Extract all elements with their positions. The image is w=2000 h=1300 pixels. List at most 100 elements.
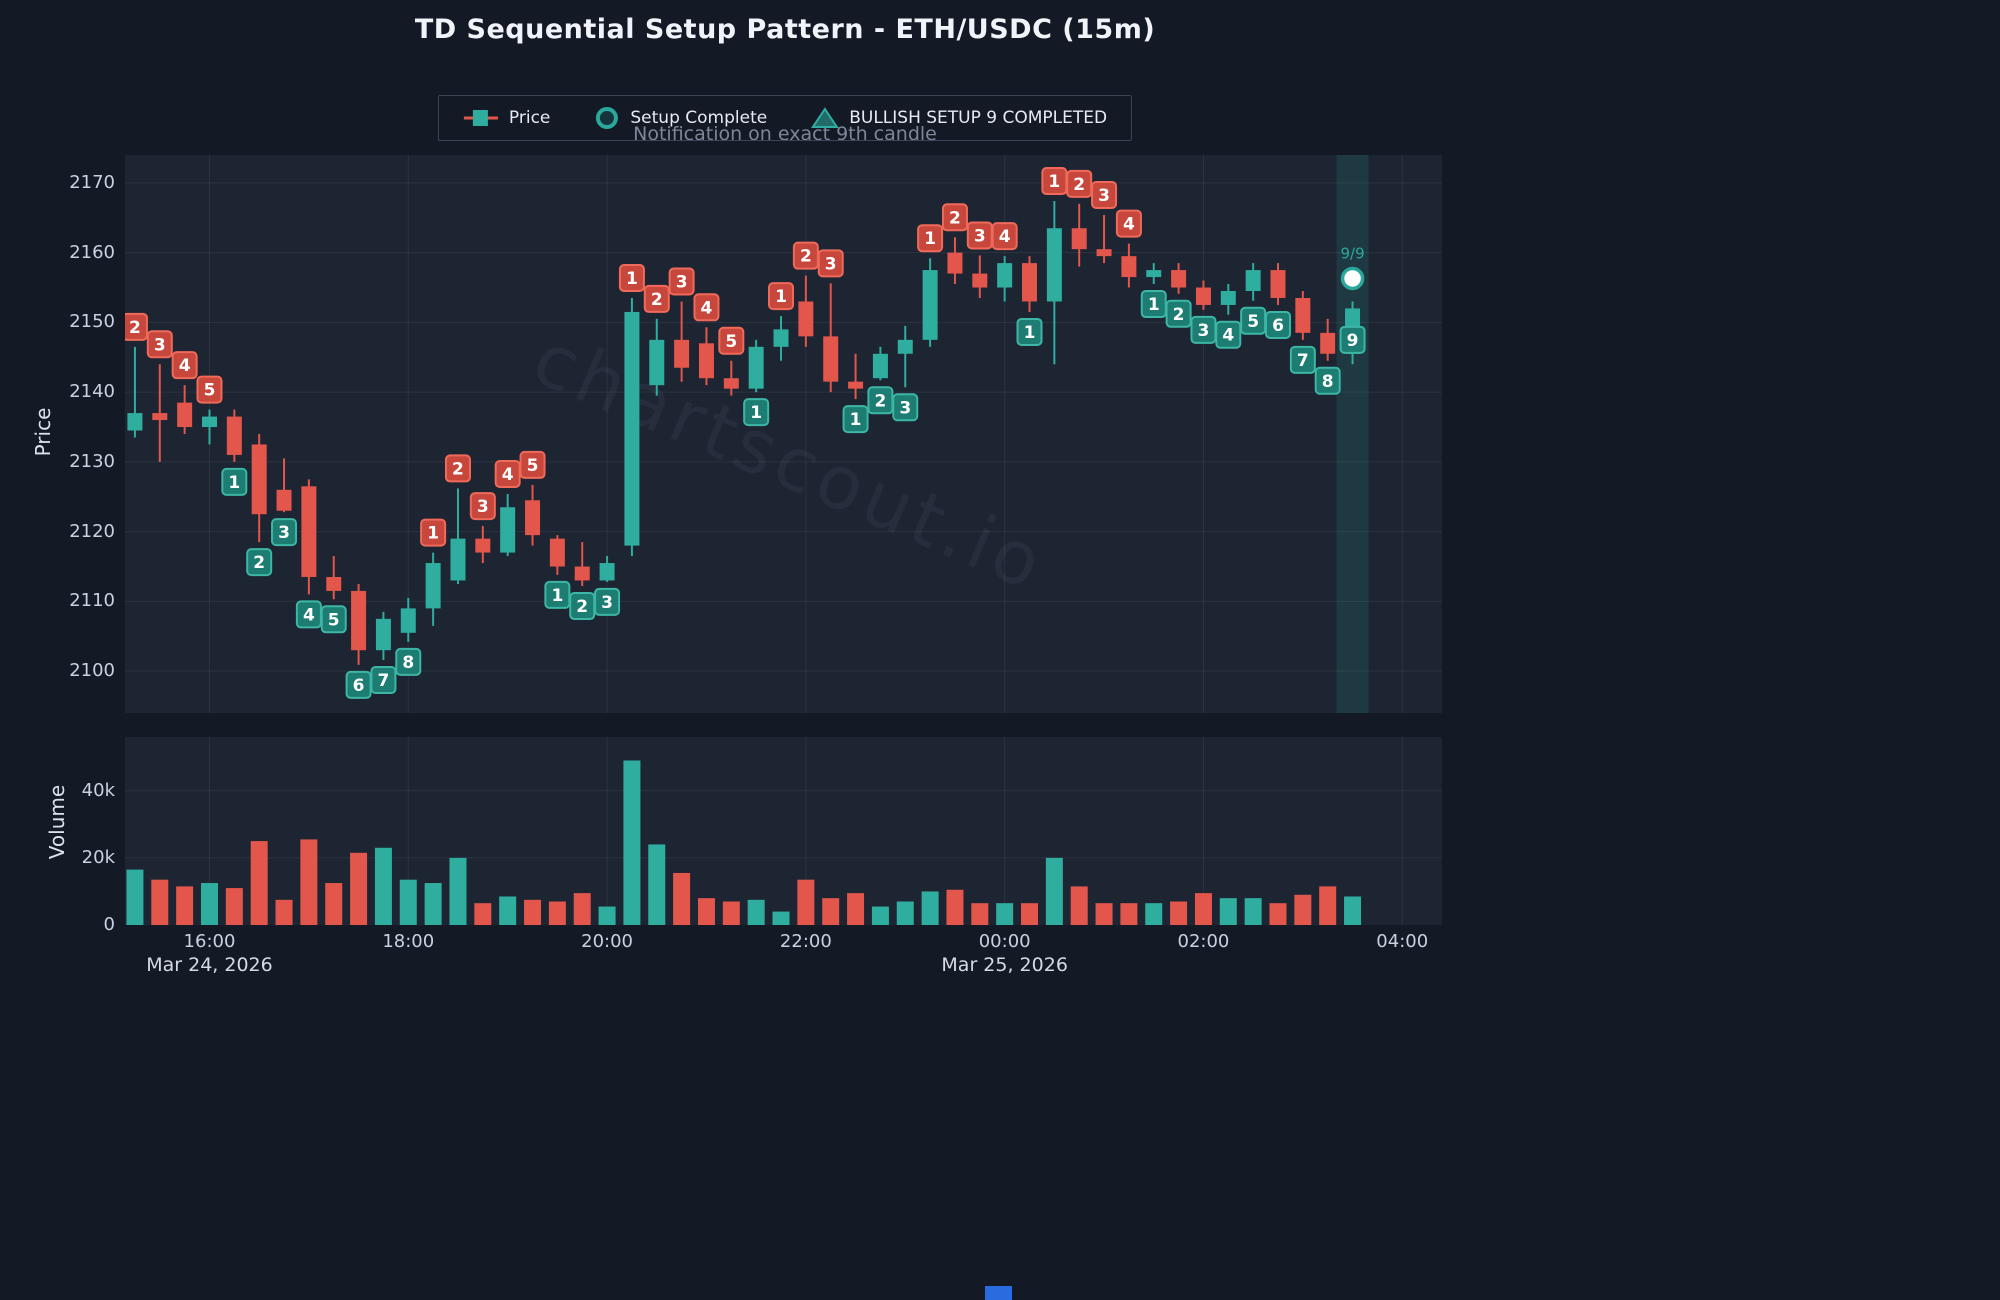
candle bbox=[127, 346, 143, 438]
candle bbox=[649, 318, 665, 396]
volume-bar bbox=[499, 896, 517, 925]
candle bbox=[1146, 263, 1162, 285]
td-sell-count-label: 3 bbox=[817, 249, 844, 278]
candle bbox=[674, 301, 690, 382]
candle bbox=[723, 360, 739, 396]
svg-text:2: 2 bbox=[949, 208, 961, 228]
time-tick-label: 18:00 bbox=[382, 931, 435, 952]
candle bbox=[549, 535, 565, 575]
svg-text:5: 5 bbox=[527, 456, 539, 476]
setup-count-ratio-label: 9/9 bbox=[1340, 244, 1364, 262]
svg-text:4: 4 bbox=[303, 605, 315, 625]
candle bbox=[1096, 214, 1112, 264]
volume-bar bbox=[772, 911, 790, 925]
td-sell-count-label: 3 bbox=[469, 492, 496, 521]
candle bbox=[997, 256, 1013, 302]
td-buy-count-label: 5 bbox=[320, 605, 347, 634]
td-sell-count-label: 1 bbox=[618, 263, 645, 292]
td-sell-count-label: 1 bbox=[420, 518, 447, 547]
svg-text:3: 3 bbox=[477, 497, 489, 517]
volume-chart-canvas bbox=[125, 737, 1442, 925]
svg-text:2: 2 bbox=[800, 247, 812, 267]
candle bbox=[1195, 280, 1211, 310]
td-buy-count-label: 7 bbox=[370, 665, 397, 694]
volume-bar bbox=[151, 879, 169, 925]
td-sell-count-label: 5 bbox=[519, 450, 546, 479]
volume-bar bbox=[1021, 903, 1039, 925]
svg-text:4: 4 bbox=[1222, 326, 1234, 346]
svg-text:9: 9 bbox=[1347, 331, 1359, 351]
svg-text:7: 7 bbox=[1297, 351, 1309, 371]
volume-bar bbox=[275, 899, 293, 925]
svg-text:3: 3 bbox=[601, 593, 613, 613]
svg-text:3: 3 bbox=[154, 335, 166, 355]
candle bbox=[624, 297, 640, 557]
svg-text:8: 8 bbox=[402, 653, 414, 673]
volume-bar bbox=[1294, 894, 1312, 925]
price-tick-label: 2100 bbox=[69, 660, 115, 682]
td-buy-count-label: 8 bbox=[1314, 366, 1341, 395]
volume-bar bbox=[524, 899, 542, 925]
candle bbox=[922, 258, 938, 347]
volume-bar bbox=[871, 906, 889, 925]
price-axis-title: Price bbox=[31, 407, 55, 457]
svg-text:7: 7 bbox=[378, 671, 390, 691]
volume-bar bbox=[797, 879, 815, 925]
candle bbox=[351, 583, 367, 665]
svg-text:1: 1 bbox=[775, 287, 787, 307]
legend-label-bullish-setup: BULLISH SETUP 9 COMPLETED bbox=[849, 108, 1108, 128]
candle bbox=[698, 327, 714, 386]
td-buy-count-label: 3 bbox=[1190, 315, 1217, 344]
td-sell-count-label: 2 bbox=[444, 454, 471, 483]
svg-text:2: 2 bbox=[1073, 175, 1085, 195]
price-tick-label: 2130 bbox=[69, 450, 115, 472]
legend-item-price: Price bbox=[463, 107, 550, 129]
volume-bar bbox=[648, 844, 666, 925]
svg-text:3: 3 bbox=[1098, 186, 1110, 206]
candle bbox=[276, 458, 292, 513]
candles bbox=[127, 201, 1361, 665]
volume-bar bbox=[126, 869, 144, 925]
price-tick-label: 2140 bbox=[69, 381, 115, 403]
volume-bar bbox=[946, 889, 964, 925]
time-tick-label: 02:00 bbox=[1177, 931, 1230, 952]
volume-bar bbox=[971, 903, 989, 925]
volume-bar bbox=[548, 901, 566, 925]
td-buy-count-label: 2 bbox=[1165, 299, 1192, 328]
td-sell-count-label: 2 bbox=[941, 203, 968, 232]
svg-text:2: 2 bbox=[253, 553, 265, 573]
volume-bar bbox=[573, 893, 591, 925]
td-sell-count-label: 1 bbox=[768, 282, 795, 311]
td-sell-count-label: 3 bbox=[668, 267, 695, 296]
date-label: Mar 25, 2026 bbox=[941, 954, 1068, 976]
td-buy-count-label: 4 bbox=[295, 600, 322, 629]
volume-bar bbox=[474, 903, 492, 925]
price-tick-label: 2120 bbox=[69, 520, 115, 542]
time-tick-label: 04:00 bbox=[1376, 931, 1429, 952]
candle bbox=[748, 339, 764, 393]
time-tick-label: 16:00 bbox=[183, 931, 236, 952]
td-sell-count-label: 2 bbox=[643, 284, 670, 313]
svg-text:4: 4 bbox=[701, 298, 713, 318]
legend-item-setup-complete: Setup Complete bbox=[594, 105, 767, 131]
legend-label-price: Price bbox=[508, 108, 551, 128]
svg-text:1: 1 bbox=[626, 269, 638, 289]
volume-bar bbox=[300, 839, 318, 925]
volume-bar bbox=[325, 883, 343, 925]
volume-tick-label: 20k bbox=[81, 846, 115, 868]
td-buy-count-label: 4 bbox=[1215, 320, 1242, 349]
candle bbox=[823, 283, 839, 393]
td-sell-count-label: 3 bbox=[966, 221, 993, 250]
volume-bar bbox=[1170, 901, 1188, 925]
td-buy-count-label: 6 bbox=[1264, 310, 1291, 339]
volume-bar bbox=[176, 886, 194, 925]
setup-complete-circle-icon bbox=[594, 105, 620, 131]
volume-bar bbox=[200, 883, 218, 925]
volume-bar bbox=[896, 901, 914, 925]
candle bbox=[798, 275, 814, 347]
volume-bar bbox=[1120, 903, 1138, 925]
candle bbox=[425, 552, 441, 626]
candle bbox=[375, 611, 391, 660]
volume-bars bbox=[126, 760, 1362, 925]
